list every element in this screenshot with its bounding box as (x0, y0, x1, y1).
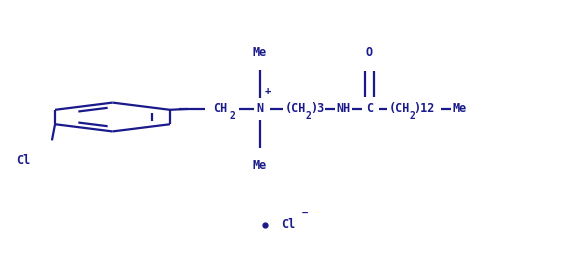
Text: )3: )3 (310, 102, 324, 115)
Text: C: C (366, 102, 373, 115)
Text: CH: CH (213, 102, 228, 115)
Text: )12: )12 (414, 102, 435, 115)
Text: (CH: (CH (388, 102, 410, 115)
Text: NH: NH (336, 102, 351, 115)
Text: 2: 2 (306, 111, 312, 121)
Text: N: N (256, 102, 263, 115)
Text: 2: 2 (229, 111, 235, 121)
Text: Cl: Cl (16, 154, 30, 167)
Text: Cl: Cl (282, 218, 296, 231)
Text: +: + (265, 86, 271, 97)
Text: 2: 2 (410, 111, 415, 121)
Text: Me: Me (253, 46, 267, 59)
Text: −: − (302, 207, 308, 218)
Text: Me: Me (453, 102, 467, 115)
Text: O: O (366, 46, 373, 59)
Text: (CH: (CH (284, 102, 306, 115)
Text: Me: Me (253, 159, 267, 172)
